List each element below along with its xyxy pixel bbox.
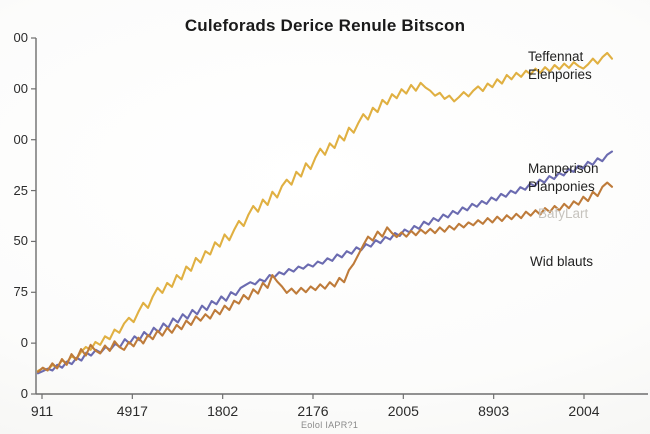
y-tick-label: 00: [13, 131, 28, 147]
y-tick-label: 75: [13, 284, 28, 300]
x-tick-label: 2005: [387, 403, 419, 419]
y-tick-label: 0: [20, 386, 28, 401]
y-tick-label: 25: [13, 182, 28, 198]
x-tick-label: 2176: [297, 403, 329, 419]
x-tick-label: 2004: [568, 403, 600, 419]
y-tick-label: 0: [20, 335, 28, 351]
y-tick-label: 50: [13, 233, 28, 249]
x-tick-label: 4917: [116, 403, 148, 419]
chart-title: Culeforads Derice Renule Bitscon: [184, 16, 466, 35]
series-label-line: Manperison: [528, 161, 599, 176]
series-label-2: Wid blauts: [530, 253, 593, 271]
y-tick-label: 00: [13, 80, 28, 96]
series-line-0: [36, 51, 614, 372]
series-label-line: Planponies: [528, 178, 595, 194]
series-label-0: Teffennat Elenpories: [528, 48, 592, 84]
ghost-annotation: BafyLart: [538, 206, 589, 221]
series-label-line: Elenpories: [528, 66, 592, 82]
x-tick-label: 1802: [207, 403, 239, 419]
series-label-line: Wid blauts: [530, 254, 594, 269]
series-line-1: [36, 150, 614, 375]
series-label-line: Teffennat: [528, 49, 584, 64]
x-tick-label: 911: [30, 403, 54, 419]
x-axis-title: Eolol IAPR?1: [301, 420, 359, 430]
y-tick-label: 00: [13, 30, 28, 45]
series-label-1: Manperison Planponies: [528, 160, 599, 196]
series-line-2: [36, 181, 614, 373]
x-tick-label: 8903: [478, 403, 510, 419]
